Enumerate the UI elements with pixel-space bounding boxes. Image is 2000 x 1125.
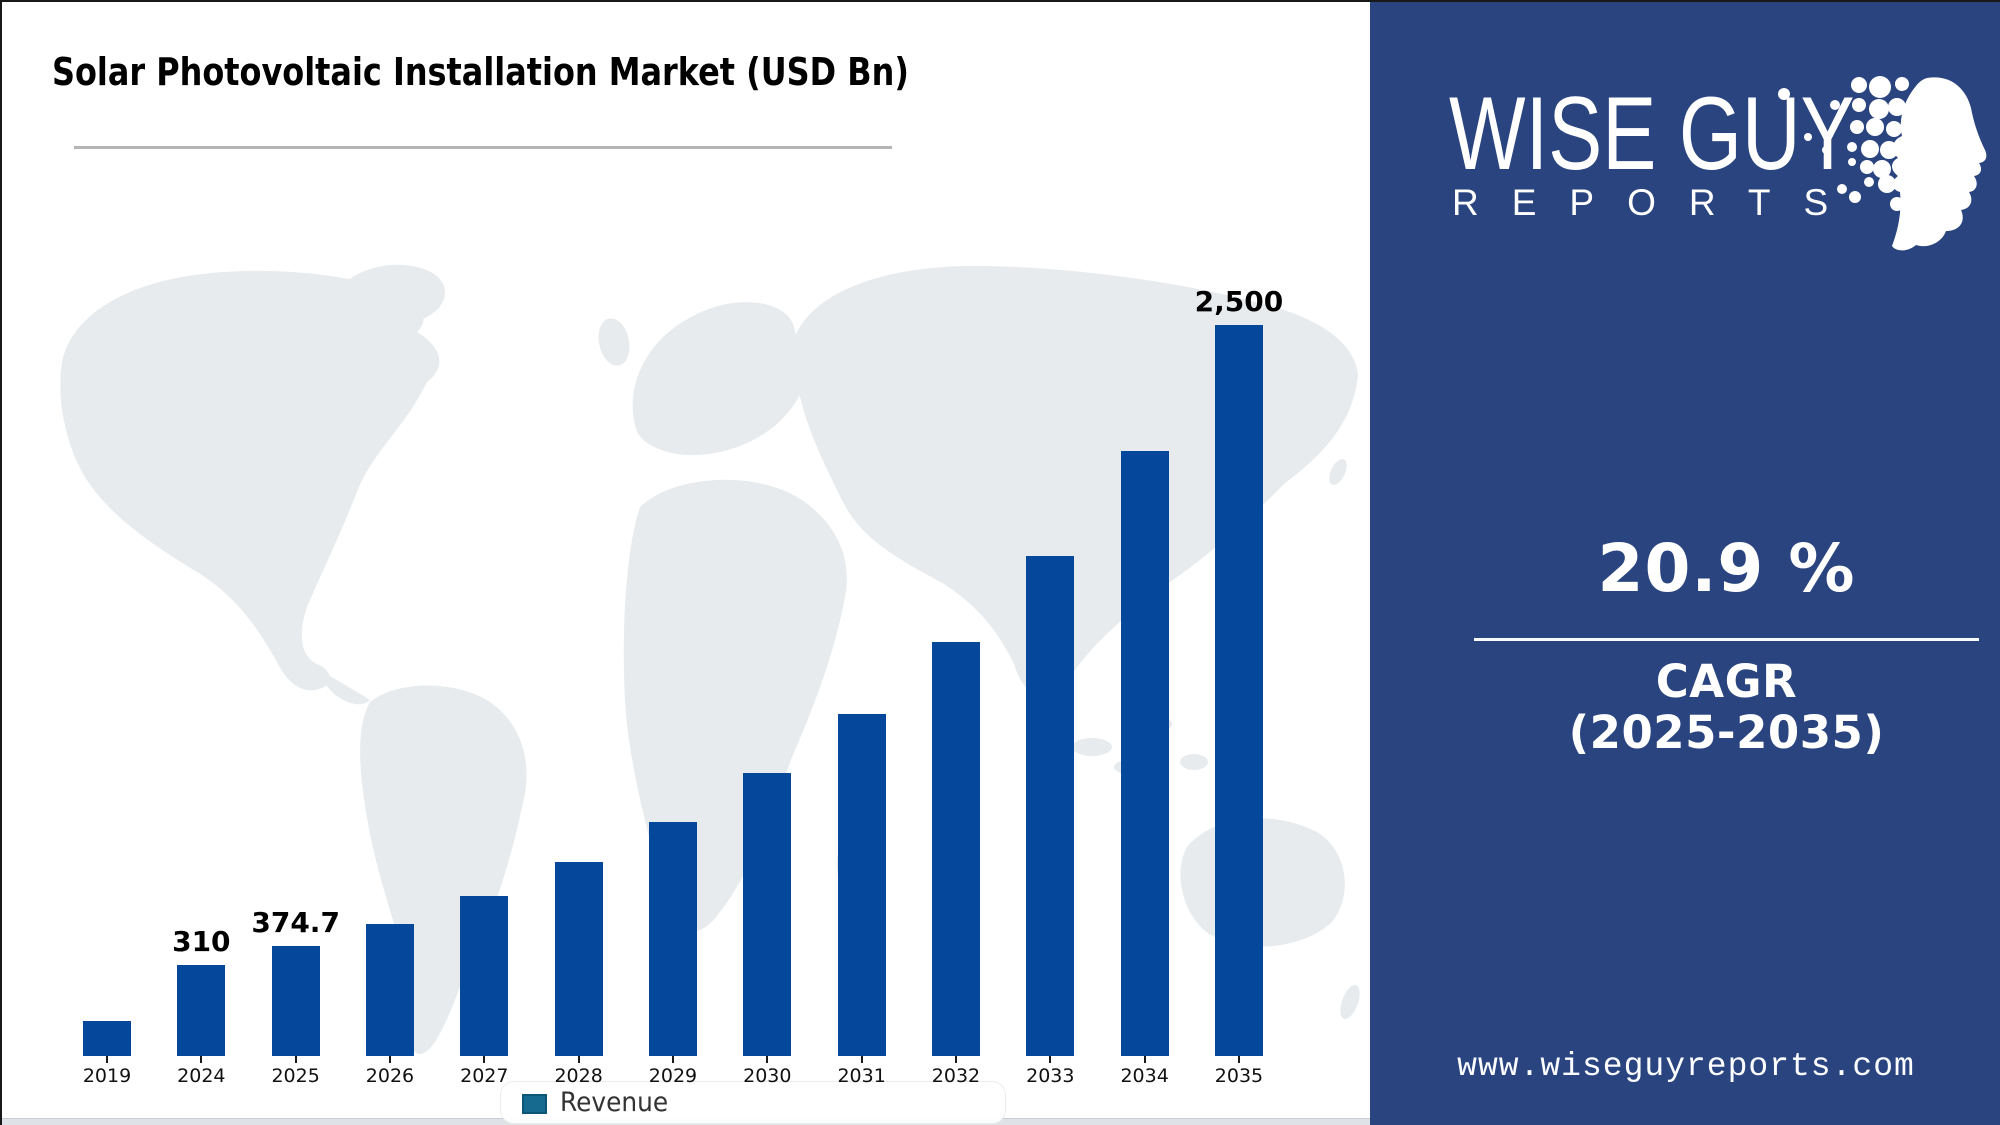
- website-url[interactable]: www.wiseguyreports.com: [1457, 1048, 1915, 1085]
- x-axis-tick-2028: [577, 1056, 580, 1063]
- wise-guy-reports-logo: WISE GUY REPORTS: [1370, 2, 2000, 262]
- bar-value-label-2035: 2,500: [1194, 285, 1284, 318]
- bar-2019: [83, 1020, 131, 1056]
- logo-text-wise-guy: WISE GUY: [1449, 76, 1855, 192]
- x-tick-label-2026: 2026: [365, 1065, 415, 1087]
- bar-2025: [271, 946, 320, 1056]
- bar-value-label-2024: 310: [172, 925, 231, 959]
- bar-value-label-2025: 374.7: [251, 906, 340, 940]
- bar-2031: [837, 713, 886, 1056]
- x-axis-tick-2030: [766, 1056, 769, 1063]
- x-tick-label-2035: 2035: [1214, 1065, 1264, 1087]
- bar-2024: [177, 965, 226, 1056]
- x-axis-tick-2029: [671, 1056, 674, 1063]
- bar-2027: [460, 895, 509, 1056]
- x-tick-label-2028: 2028: [554, 1065, 603, 1087]
- page-title: Solar Photovoltaic Installation Market (…: [52, 50, 909, 94]
- x-axis-tick-2027: [483, 1056, 486, 1063]
- legend-label: Revenue: [560, 1087, 669, 1118]
- x-tick-label-2029: 2029: [648, 1065, 698, 1087]
- title-underline: [74, 146, 892, 149]
- bar-2030: [743, 772, 792, 1056]
- head-profile-icon: [1778, 76, 1987, 251]
- bar-chart: 2019 2024 310 2025 374.7 2026 2027 2028 2029 2030…: [2, 2, 1370, 1125]
- chart-area: Solar Photovoltaic Installation Market (…: [2, 2, 1370, 1125]
- legend-background-box: [500, 1081, 1006, 1124]
- x-tick-label-2032: 2032: [931, 1065, 981, 1087]
- bar-2028: [554, 862, 603, 1056]
- x-axis-tick-2033: [1049, 1056, 1052, 1063]
- bar-2032: [931, 642, 980, 1056]
- bar-2029: [648, 821, 697, 1056]
- x-axis-tick-2035: [1237, 1056, 1240, 1063]
- logo-text-reports: REPORTS: [1452, 182, 1862, 223]
- x-tick-label-2030: 2030: [743, 1065, 792, 1087]
- x-axis-tick-2019: [106, 1056, 108, 1063]
- x-tick-label-2025: 2025: [271, 1065, 320, 1087]
- bar-2033: [1026, 555, 1075, 1056]
- cagr-label-line2: (2025-2035): [1568, 705, 1885, 759]
- cagr-value: 20.9 %: [1597, 530, 1856, 607]
- x-tick-label-2034: 2034: [1120, 1065, 1169, 1087]
- x-tick-label-2019: 2019: [82, 1065, 132, 1087]
- x-tick-label-2027: 2027: [460, 1065, 509, 1087]
- x-tick-label-2033: 2033: [1026, 1065, 1075, 1087]
- cagr-label: CAGR (2025-2035): [1424, 655, 2000, 759]
- x-axis-tick-2026: [388, 1056, 391, 1063]
- x-tick-label-2024: 2024: [177, 1065, 226, 1087]
- legend-swatch: [522, 1094, 547, 1114]
- x-axis-tick-2031: [860, 1056, 863, 1063]
- bar-2026: [365, 923, 414, 1056]
- cagr-label-line1: CAGR: [1655, 655, 1798, 708]
- x-axis-tick-2024: [200, 1056, 203, 1063]
- sidebar-panel: WISE GUY REPORTS 20.: [1370, 2, 2000, 1125]
- legend: Revenue: [522, 1087, 678, 1118]
- divider-line: [1474, 638, 1979, 641]
- x-tick-label-2031: 2031: [837, 1065, 886, 1087]
- x-axis-tick-2032: [954, 1056, 957, 1063]
- x-axis-tick-2025: [294, 1056, 297, 1063]
- x-axis-tick-2034: [1143, 1056, 1146, 1063]
- bar-2035: [1214, 325, 1263, 1056]
- bar-2034: [1120, 451, 1169, 1056]
